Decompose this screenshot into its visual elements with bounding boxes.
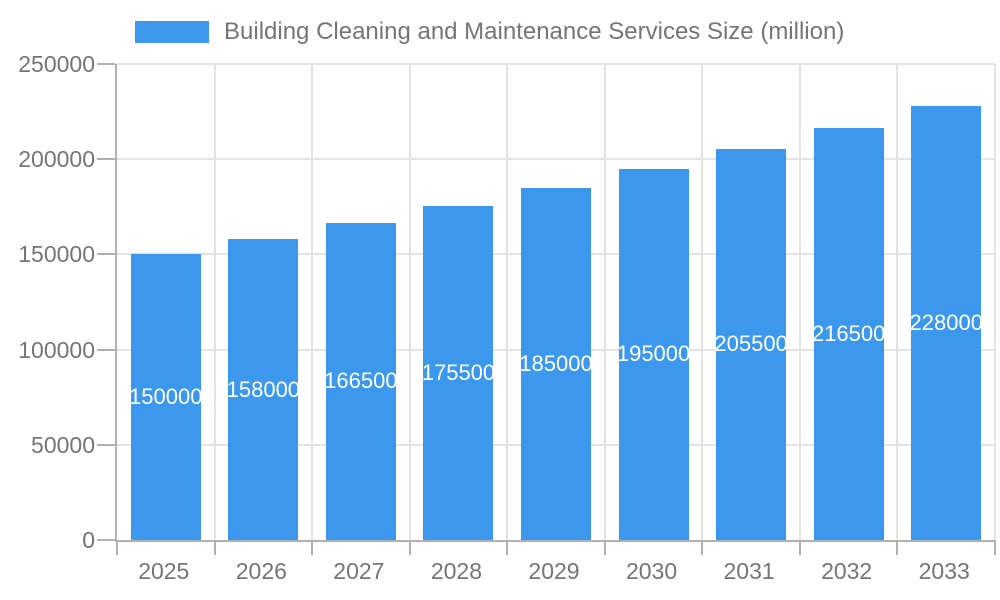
x-axis-tick-label: 2026 [235,558,287,584]
v-gridline [506,64,509,540]
x-axis-tick-label: 2028 [430,558,483,584]
v-gridline [213,64,216,540]
v-gridline [311,64,314,540]
x-axis-tick [896,540,899,555]
bar-2033[interactable]: 228000 [911,105,982,540]
v-gridline [408,64,411,540]
x-axis-tick [408,540,411,555]
bar-value-label: 185000 [521,350,591,376]
bar-value-label: 158000 [228,376,299,402]
y-axis-tick [97,348,115,351]
h-gridline [117,63,995,65]
v-gridline [701,64,704,540]
x-axis-tick-label: 2025 [138,558,190,584]
x-axis-tick [311,540,314,555]
legend-label[interactable]: Building Cleaning and Maintenance Servic… [224,18,845,45]
y-axis-tick [97,539,115,541]
bar-value-label: 175500 [423,359,494,385]
bar-2029[interactable]: 185000 [521,187,591,540]
x-axis-tick-label: 2029 [528,558,580,584]
x-axis-tick-label: 2032 [821,558,873,584]
y-axis-tick [97,158,115,161]
v-gridline [896,64,899,540]
plot-area: 150000 158000 166500 175500 185000 195000 2055… [97,63,996,555]
v-gridline [603,64,606,540]
y-axis-tick [97,443,115,446]
y-axis-tick-label: 200000 [18,146,95,173]
bar-2027[interactable]: 166500 [325,222,396,540]
x-axis-tick-label: 2030 [625,558,678,584]
y-axis-tick-label: 100000 [18,336,95,363]
x-axis-tick-label: 2027 [333,558,385,584]
bar-2032[interactable]: 216500 [813,127,884,540]
x-axis-tick-label: 2033 [918,558,970,584]
h-gridline [117,158,995,161]
x-axis-tick-label: 2031 [723,558,775,584]
bar-value-label: 205500 [716,331,787,357]
y-axis-tick [97,253,115,256]
v-gridline [798,64,801,540]
y-axis-tick-label: 50000 [31,431,95,458]
x-axis-tick [213,540,216,555]
y-axis-tick-label: 150000 [18,241,95,268]
bar-value-label: 195000 [618,341,689,367]
y-axis-tick-label: 250000 [18,51,95,77]
legend: Building Cleaning and Maintenance Servic… [135,18,844,46]
v-gridline [994,64,996,540]
x-axis-tick [603,540,606,555]
bar-2031[interactable]: 205500 [716,148,787,540]
legend-swatch[interactable] [135,21,209,43]
bar-value-label: 216500 [813,320,884,346]
y-axis-tick-label: 0 [82,527,95,553]
x-axis-tick [116,540,118,555]
x-axis-tick [994,540,996,555]
bar-value-label: 166500 [325,368,396,394]
bar-2026[interactable]: 158000 [228,239,299,540]
bar-2025[interactable]: 150000 [130,254,201,540]
bar-2028[interactable]: 175500 [423,205,494,540]
x-axis-tick [798,540,801,555]
x-axis-tick [701,540,704,555]
bar-2030[interactable]: 195000 [618,168,689,540]
bar-value-label: 228000 [911,309,982,335]
y-axis-tick [97,63,115,65]
bar-value-label: 150000 [130,384,201,410]
x-axis-tick [506,540,509,555]
